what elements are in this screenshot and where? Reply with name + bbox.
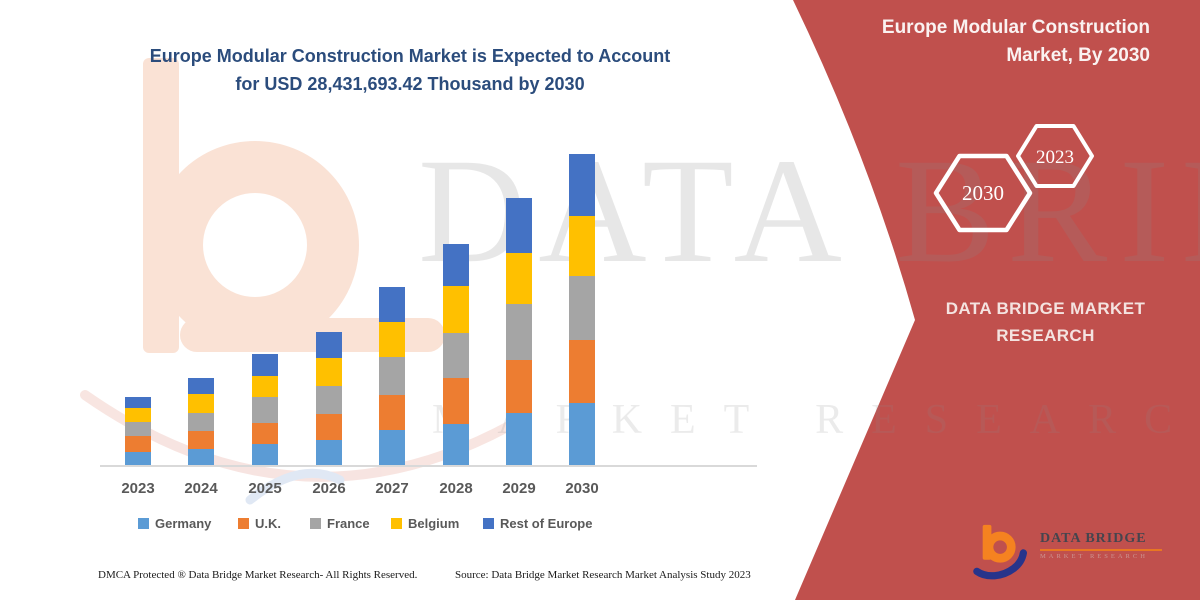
x-axis-label-2024: 2024 <box>184 480 218 497</box>
legend-swatch <box>310 518 321 529</box>
bar-segment-belgium-2030 <box>569 216 595 276</box>
bar-segment-france-2029 <box>506 304 532 360</box>
bar-segment-uk-2024 <box>188 431 214 449</box>
legend-item-france: France <box>310 516 370 531</box>
bar-segment-restofeurope-2024 <box>188 378 214 394</box>
x-axis-label-2027: 2027 <box>375 480 409 497</box>
bar-segment-belgium-2023 <box>125 408 151 422</box>
x-axis-label-2026: 2026 <box>312 480 346 497</box>
bar-segment-france-2028 <box>443 333 469 378</box>
legend-item-belgium: Belgium <box>391 516 459 531</box>
bar-segment-france-2027 <box>379 357 405 395</box>
bar-segment-restofeurope-2029 <box>506 198 532 253</box>
bar-segment-germany-2030 <box>569 403 595 465</box>
bar-segment-germany-2023 <box>125 452 151 465</box>
bar-segment-uk-2029 <box>506 360 532 413</box>
bar-segment-belgium-2026 <box>316 358 342 386</box>
legend-label: U.K. <box>255 516 281 531</box>
bar-segment-france-2024 <box>188 413 214 431</box>
bar-segment-restofeurope-2026 <box>316 332 342 358</box>
bar-segment-restofeurope-2023 <box>125 397 151 408</box>
x-axis-label-2023: 2023 <box>121 480 155 497</box>
legend-label: France <box>327 516 370 531</box>
legend-label: Rest of Europe <box>500 516 593 531</box>
bar-segment-uk-2028 <box>443 378 469 424</box>
bar-segment-restofeurope-2027 <box>379 287 405 322</box>
bar-segment-belgium-2025 <box>252 376 278 397</box>
legend-swatch <box>238 518 249 529</box>
chart-title-line1: Europe Modular Construction Market is Ex… <box>149 46 671 66</box>
bar-segment-restofeurope-2025 <box>252 354 278 376</box>
dmca-notice: DMCA Protected ® Data Bridge Market Rese… <box>98 569 418 581</box>
bar-segment-germany-2029 <box>506 413 532 465</box>
bar-segment-belgium-2028 <box>443 286 469 333</box>
legend-label: Germany <box>155 516 212 531</box>
bar-segment-germany-2025 <box>252 444 278 465</box>
x-axis-label-2029: 2029 <box>502 480 536 497</box>
legend-item-germany: Germany <box>138 516 211 531</box>
x-axis-label-2025: 2025 <box>248 480 282 497</box>
source-note: Source: Data Bridge Market Research Mark… <box>455 569 751 581</box>
bar-segment-germany-2026 <box>316 440 342 465</box>
bar-segment-france-2026 <box>316 386 342 414</box>
legend-swatch <box>138 518 149 529</box>
bar-segment-france-2023 <box>125 422 151 436</box>
bar-segment-germany-2024 <box>188 449 214 465</box>
bar-segment-uk-2025 <box>252 423 278 444</box>
chart-title-line2: for USD 28,431,693.42 Thousand by 2030 <box>235 74 585 94</box>
legend-label: Belgium <box>408 516 460 531</box>
chart-title: Europe Modular Construction Market is Ex… <box>120 42 700 98</box>
bar-segment-uk-2030 <box>569 340 595 403</box>
bar-segment-uk-2026 <box>316 414 342 440</box>
bar-segment-uk-2023 <box>125 436 151 452</box>
legend-swatch <box>391 518 402 529</box>
x-axis-label-2028: 2028 <box>439 480 473 497</box>
bar-segment-belgium-2024 <box>188 394 214 413</box>
bar-segment-belgium-2029 <box>506 253 532 304</box>
bar-segment-uk-2027 <box>379 395 405 430</box>
bar-segment-germany-2027 <box>379 430 405 465</box>
bar-segment-france-2030 <box>569 276 595 340</box>
legend-swatch <box>483 518 494 529</box>
x-axis-line <box>100 465 757 467</box>
legend-item-restofeurope: Rest of Europe <box>483 516 592 531</box>
bar-segment-restofeurope-2028 <box>443 244 469 286</box>
bar-segment-germany-2028 <box>443 424 469 465</box>
bar-segment-france-2025 <box>252 397 278 423</box>
bar-segment-belgium-2027 <box>379 322 405 357</box>
x-axis-label-2030: 2030 <box>565 480 599 497</box>
bar-segment-restofeurope-2030 <box>569 154 595 216</box>
legend-item-uk: U.K. <box>238 516 281 531</box>
